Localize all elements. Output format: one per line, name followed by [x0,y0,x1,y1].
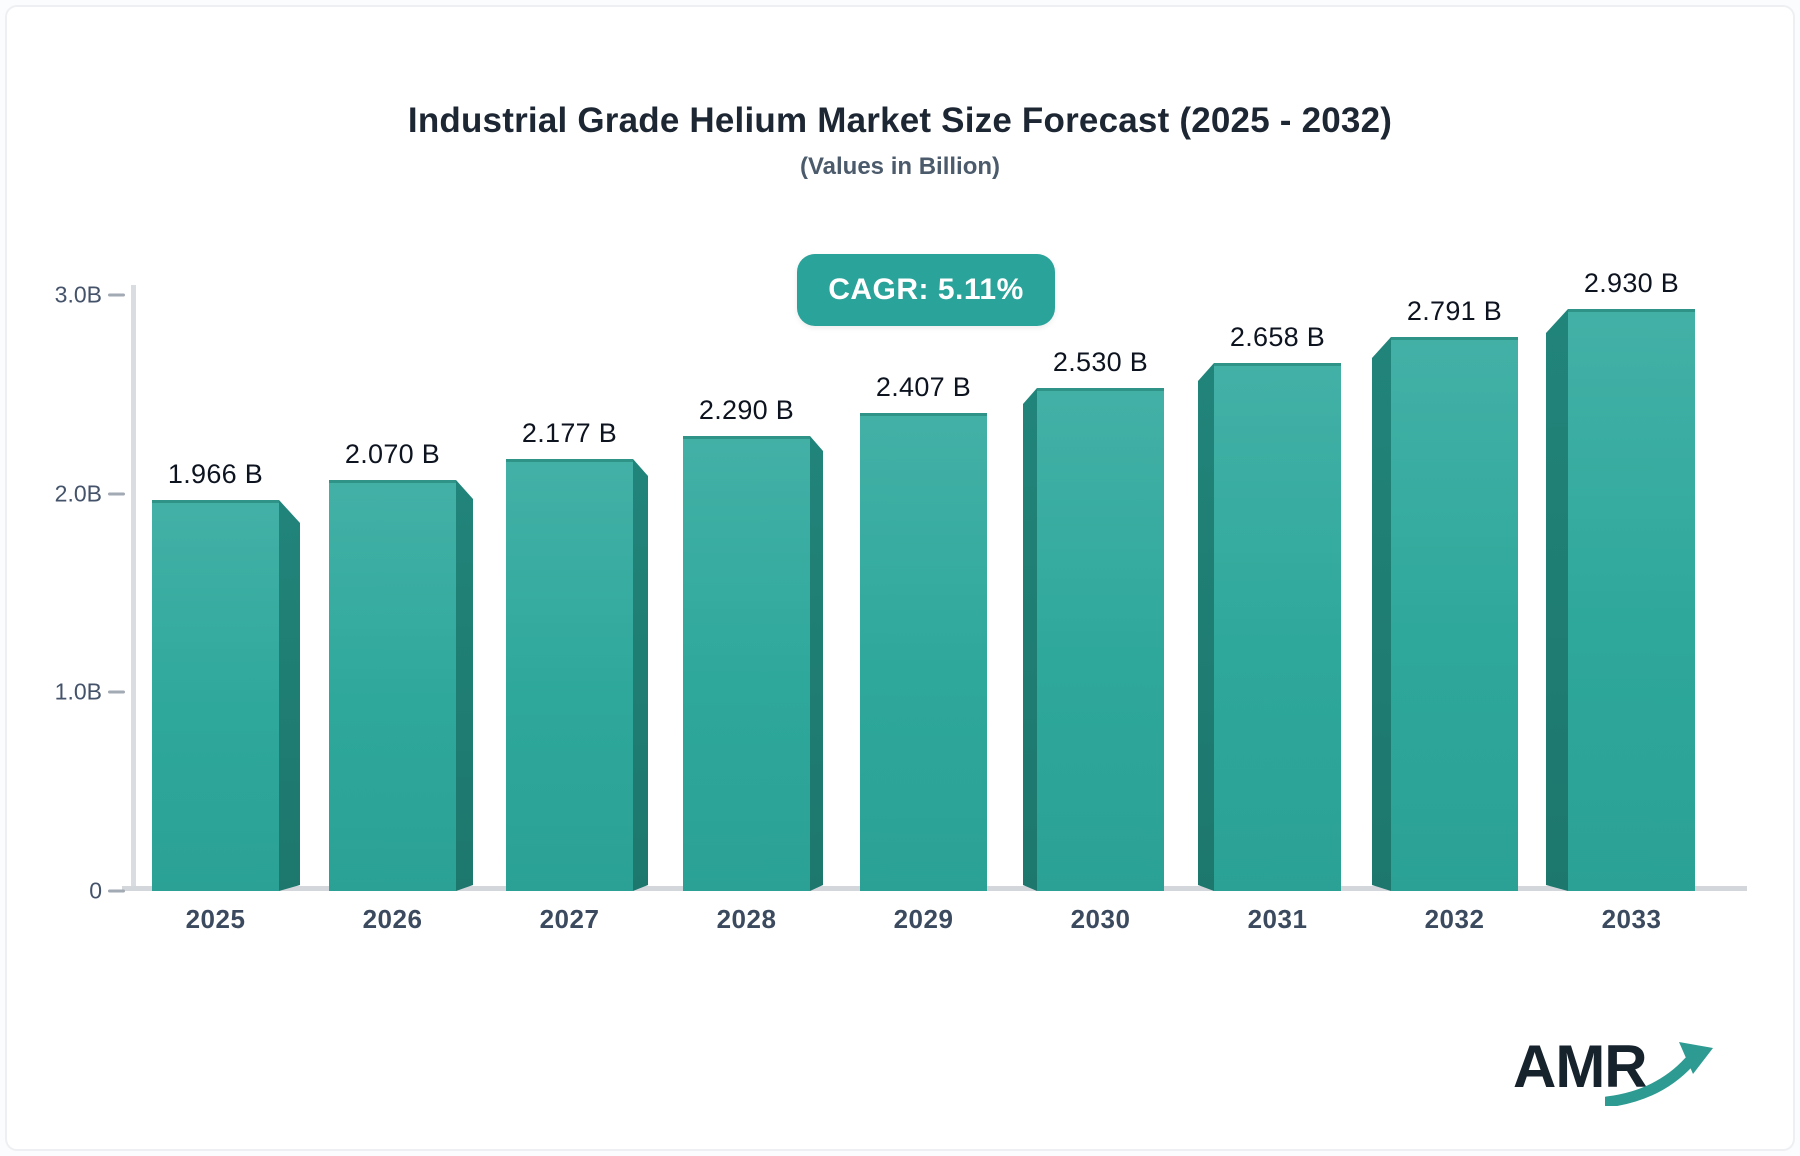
y-tick-dash [108,690,125,694]
bar-value-label: 2.530 B [1052,347,1149,377]
bar-2032[interactable] [1372,337,1518,891]
x-category-label: 2031 [1247,904,1308,934]
bar-side-panel [1198,363,1214,891]
y-axis-line [131,285,136,891]
bar-face [152,500,279,891]
amr-logo-text: AMR [1513,1033,1648,1100]
bar-2033[interactable] [1546,309,1695,891]
y-tick-label: 0 [89,877,102,904]
y-tick-dash [108,889,125,893]
bar-2026[interactable] [329,480,473,891]
bar-face [1214,363,1341,891]
bar-chart-plot: 3.0B 2.0B 1.0B 0 1.966 B 2025 2.070 B 2026 2.17… [7,7,1793,1149]
bar-side-panel [633,459,648,891]
bar-value-label: 2.177 B [521,418,618,448]
x-category-label: 2032 [1424,904,1485,934]
bar-value-label: 1.966 B [167,459,264,489]
y-tick-dash [108,492,125,496]
bar-value-label: 2.407 B [875,372,972,402]
x-category-label: 2033 [1601,904,1662,934]
x-category-label: 2028 [716,904,777,934]
y-tick-label: 1.0B [54,678,102,705]
bar-2030[interactable] [1023,388,1164,891]
bar-2027[interactable] [506,459,648,891]
bar-2025[interactable] [152,500,300,891]
bar-face [1568,309,1695,891]
y-tick-dash [108,293,125,297]
chart-title: Industrial Grade Helium Market Size Fore… [407,101,1393,140]
bar-side-panel [279,500,300,891]
y-tick-label: 3.0B [54,281,102,308]
y-tick-label: 2.0B [54,480,102,507]
bar-value-label: 2.070 B [344,439,441,469]
bar-face [1391,337,1518,891]
bar-face [506,459,633,891]
x-category-label: 2025 [185,904,246,934]
bar-value-label: 2.930 B [1583,268,1680,298]
bar-2029[interactable] [860,413,987,891]
bar-face [860,413,987,891]
bar-side-panel [1546,309,1568,891]
trend-up-arrow-icon [1605,1042,1713,1106]
bar-side-panel [1372,337,1391,891]
chart-subtitle: (Values in Billion) [799,153,1001,180]
bar-2028[interactable] [683,436,823,891]
bar-face [1037,388,1164,891]
x-category-label: 2026 [362,904,423,934]
x-category-label: 2030 [1070,904,1131,934]
bar-face [683,436,810,891]
x-category-label: 2027 [539,904,600,934]
bar-value-label: 2.658 B [1229,322,1326,352]
x-category-label: 2029 [893,904,954,934]
bar-value-label: 2.791 B [1406,296,1503,326]
bar-side-panel [456,480,473,891]
bar-side-panel [810,436,823,891]
bar-side-panel [1023,388,1037,891]
bar-2031[interactable] [1198,363,1341,891]
cagr-badge: CAGR: 5.11% [797,254,1055,326]
chart-card: Industrial Grade Helium Market Size Fore… [5,5,1795,1151]
amr-logo: AMR [1513,1032,1713,1112]
cagr-badge-label: CAGR: 5.11% [828,273,1024,306]
bar-face [329,480,456,891]
bar-value-label: 2.290 B [698,395,795,425]
